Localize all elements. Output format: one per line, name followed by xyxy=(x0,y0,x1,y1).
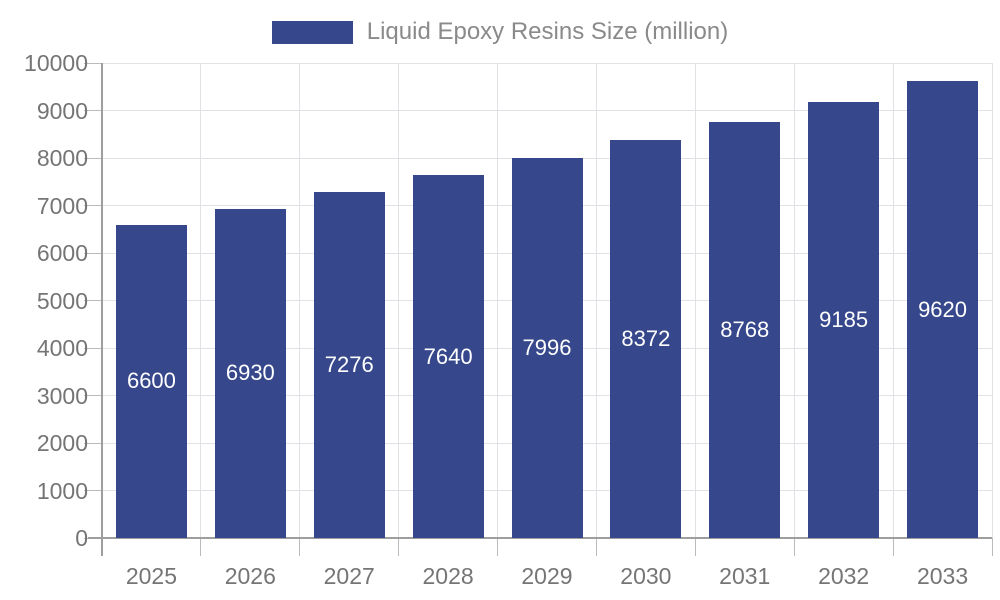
x-tick-label: 2028 xyxy=(422,563,474,589)
h-gridline xyxy=(102,62,992,64)
bar[interactable]: 8372 xyxy=(610,140,682,538)
y-tick xyxy=(84,157,102,159)
x-axis-line xyxy=(88,537,992,539)
v-gridline xyxy=(398,63,400,538)
bar-value-label: 7276 xyxy=(324,352,374,378)
bar-value-label: 7996 xyxy=(522,335,572,361)
y-tick-label: 9000 xyxy=(36,97,88,124)
bar[interactable]: 7640 xyxy=(412,175,484,538)
legend-item[interactable]: Liquid Epoxy Resins Size (million) xyxy=(0,18,1000,46)
bar[interactable]: 8768 xyxy=(709,121,781,538)
y-tick xyxy=(84,490,102,491)
bar-value-label: 8768 xyxy=(720,316,770,342)
x-tick-label: 2030 xyxy=(620,563,672,589)
y-tick-label: 6000 xyxy=(36,240,88,266)
bar[interactable]: 7996 xyxy=(511,158,583,538)
y-tick-label: 8000 xyxy=(36,145,88,171)
v-gridline xyxy=(200,63,202,538)
x-tick-label: 2027 xyxy=(323,563,375,589)
y-tick xyxy=(84,62,102,64)
bar-value-label: 9620 xyxy=(918,296,968,322)
x-tick xyxy=(991,538,993,556)
legend-label: Liquid Epoxy Resins Size (million) xyxy=(366,18,729,45)
x-tick-label: 2025 xyxy=(125,563,178,589)
x-tick xyxy=(497,538,499,556)
y-tick xyxy=(84,347,102,349)
y-tick-label: 2000 xyxy=(36,430,88,456)
x-tick xyxy=(892,538,894,556)
v-gridline xyxy=(694,63,696,538)
y-tick-label: 3000 xyxy=(36,382,88,409)
x-tick-label: 2029 xyxy=(521,563,573,589)
y-tick-label: 1000 xyxy=(36,477,88,504)
x-tick xyxy=(299,538,301,556)
bar-value-label: 7640 xyxy=(423,343,473,369)
bar-value-label: 8372 xyxy=(621,326,671,352)
y-tick-label: 5000 xyxy=(36,287,88,314)
y-tick-label: 7000 xyxy=(36,192,88,219)
x-tick-label: 2032 xyxy=(818,563,870,589)
legend-swatch xyxy=(271,20,353,44)
y-tick-label: 10000 xyxy=(24,50,88,76)
bar-value-label: 6600 xyxy=(126,368,176,394)
bar[interactable]: 6600 xyxy=(115,224,187,538)
y-tick xyxy=(84,395,102,396)
x-tick xyxy=(595,538,597,556)
h-gridline xyxy=(102,157,992,159)
v-gridline xyxy=(497,63,499,538)
bar[interactable]: 7276 xyxy=(313,192,385,538)
y-tick-label: 0 xyxy=(75,525,88,551)
x-tick xyxy=(398,538,400,556)
y-tick xyxy=(84,252,102,254)
y-tick xyxy=(84,442,102,444)
h-gridline xyxy=(102,110,992,111)
v-gridline xyxy=(991,63,993,538)
v-gridline xyxy=(595,63,597,538)
x-tick-label: 2031 xyxy=(719,563,771,589)
bar[interactable]: 9185 xyxy=(808,101,880,538)
x-tick xyxy=(200,538,202,556)
v-gridline xyxy=(299,63,301,538)
x-tick xyxy=(694,538,696,556)
y-tick-label: 4000 xyxy=(36,335,88,361)
x-tick xyxy=(793,538,795,556)
y-axis-line xyxy=(101,63,103,556)
bar[interactable]: 6930 xyxy=(214,208,286,538)
bar-value-label: 6930 xyxy=(225,360,275,386)
x-tick-label: 2026 xyxy=(224,563,276,589)
bar[interactable]: 9620 xyxy=(907,81,979,538)
y-tick xyxy=(84,110,102,111)
v-gridline xyxy=(793,63,795,538)
y-tick xyxy=(84,205,102,206)
y-tick xyxy=(84,300,102,301)
v-gridline xyxy=(892,63,894,538)
x-tick-label: 2033 xyxy=(916,563,969,589)
bar-value-label: 9185 xyxy=(819,306,869,332)
